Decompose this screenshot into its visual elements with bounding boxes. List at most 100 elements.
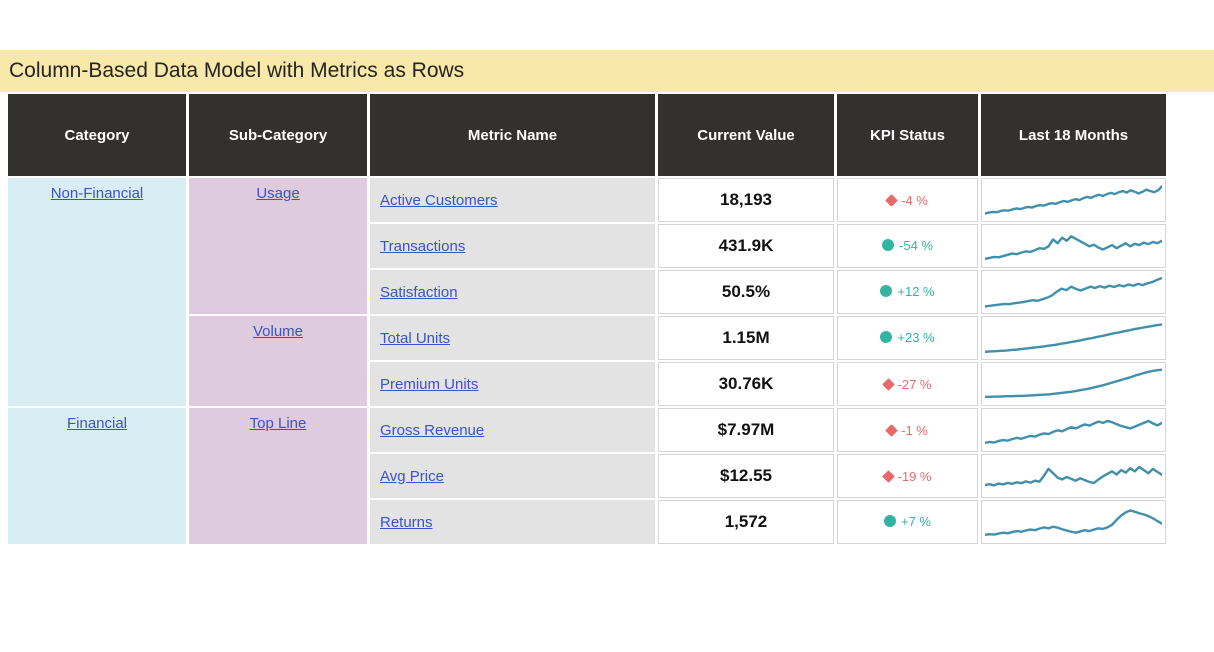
kpi-status: +12 % — [880, 283, 935, 299]
metric-cell: Returns — [370, 500, 655, 544]
sparkline-cell — [981, 316, 1166, 360]
metric-link[interactable]: Gross Revenue — [380, 421, 485, 439]
kpi-label: +12 % — [897, 283, 935, 299]
metric-cell: Satisfaction — [370, 270, 655, 314]
kpi-label: -27 % — [897, 376, 932, 392]
metric-cell: Avg Price — [370, 454, 655, 498]
kpi-cell: +23 % — [837, 316, 978, 360]
metric-link[interactable]: Returns — [380, 513, 433, 531]
metric-cell: Total Units — [370, 316, 655, 360]
sparkline — [985, 275, 1162, 309]
kpi-status: -19 % — [881, 468, 932, 484]
sparkline — [985, 505, 1162, 539]
table-row: Returns 1,572 +7 % — [8, 500, 1166, 544]
subcategory-link[interactable]: Volume — [252, 323, 304, 340]
category-link[interactable]: Non-Financial — [50, 185, 144, 202]
kpi-status: +7 % — [884, 514, 931, 529]
kpi-label: -19 % — [897, 468, 932, 484]
kpi-diamond-icon — [881, 377, 895, 391]
metric-cell: Active Customers — [370, 178, 655, 222]
table-row: Premium Units 30.76K -27 % — [8, 362, 1166, 406]
sparkline-cell — [981, 178, 1166, 222]
report-canvas: Column-Based Data Model with Metrics as … — [0, 50, 1214, 546]
kpi-status: -54 % — [882, 238, 933, 253]
value-cell: $12.55 — [658, 454, 834, 498]
table-body: Non-Financial Usage Active Customers 18,193… — [8, 178, 1166, 544]
table-row: Transactions 431.9K -54 % — [8, 224, 1166, 268]
sparkline-cell — [981, 408, 1166, 452]
sparkline — [985, 413, 1162, 447]
table-row: Avg Price $12.55 -19 % — [8, 454, 1166, 498]
category-link[interactable]: Financial — [66, 415, 128, 432]
sparkline — [985, 321, 1162, 355]
value-cell: 50.5% — [658, 270, 834, 314]
kpi-label: +7 % — [901, 513, 931, 529]
value-cell: 30.76K — [658, 362, 834, 406]
value-cell: 1,572 — [658, 500, 834, 544]
table-row: Volume Total Units 1.15M +23 % — [8, 316, 1166, 406]
sparkline — [985, 367, 1162, 401]
kpi-diamond-icon — [885, 193, 898, 207]
category-cell: Financial — [8, 408, 186, 544]
table-row: Satisfaction 50.5% +12 % — [8, 270, 1166, 314]
metric-link[interactable]: Transactions — [380, 237, 466, 255]
kpi-label: -54 % — [899, 237, 933, 253]
kpi-status: -1 % — [885, 422, 928, 438]
metric-cell: Gross Revenue — [370, 408, 655, 452]
column-header-metric-name: Metric Name — [370, 94, 655, 176]
subcategory-cell: Volume — [189, 316, 367, 406]
sparkline-cell — [981, 362, 1166, 406]
value-cell: 431.9K — [658, 224, 834, 268]
kpi-diamond-icon — [885, 423, 898, 437]
kpi-label: -4 % — [901, 192, 928, 208]
category-cell: Non-Financial — [8, 178, 186, 406]
kpi-circle-icon — [880, 285, 893, 298]
page-title: Column-Based Data Model with Metrics as … — [0, 50, 1214, 92]
kpi-cell: -54 % — [837, 224, 978, 268]
kpi-cell: -19 % — [837, 454, 978, 498]
kpi-circle-icon — [880, 331, 893, 344]
subcategory-link[interactable]: Usage — [256, 185, 300, 202]
table-header: Category Sub-Category Metric Name Curren… — [8, 94, 1166, 176]
sparkline — [985, 183, 1162, 217]
kpi-status: -4 % — [885, 192, 928, 208]
kpi-circle-icon — [884, 515, 896, 528]
kpi-label: -1 % — [901, 422, 928, 438]
sparkline-cell — [981, 454, 1166, 498]
subcategory-cell: Usage — [189, 178, 367, 314]
kpi-cell: -4 % — [837, 178, 978, 222]
value-cell: $7.97M — [658, 408, 834, 452]
table-row: Financial Top Line Gross Revenue $7.97M -1 % — [8, 408, 1166, 544]
column-header-subcategory: Sub-Category — [189, 94, 367, 176]
metric-link[interactable]: Active Customers — [380, 191, 498, 209]
kpi-circle-icon — [882, 239, 895, 252]
metric-link[interactable]: Premium Units — [380, 375, 479, 393]
sparkline — [985, 459, 1162, 493]
value-cell: 18,193 — [658, 178, 834, 222]
metric-cell: Transactions — [370, 224, 655, 268]
sparkline-cell — [981, 270, 1166, 314]
kpi-cell: -1 % — [837, 408, 978, 452]
kpi-cell: +7 % — [837, 500, 978, 544]
sparkline-cell — [981, 500, 1166, 544]
kpi-status: -27 % — [881, 376, 932, 392]
column-header-category: Category — [8, 94, 186, 176]
metrics-table: Category Sub-Category Metric Name Curren… — [5, 92, 1169, 546]
metric-link[interactable]: Total Units — [380, 329, 451, 347]
table-row: Non-Financial Usage Active Customers 18,193… — [8, 178, 1166, 406]
subcategory-cell: Top Line — [189, 408, 367, 544]
sparkline — [985, 229, 1162, 263]
kpi-diamond-icon — [881, 469, 895, 483]
metric-link[interactable]: Satisfaction — [380, 283, 458, 301]
subcategory-link[interactable]: Top Line — [249, 415, 307, 432]
column-header-last-18-months: Last 18 Months — [981, 94, 1166, 176]
column-header-current-value: Current Value — [658, 94, 834, 176]
kpi-cell: +12 % — [837, 270, 978, 314]
metric-link[interactable]: Avg Price — [380, 467, 444, 485]
value-cell: 1.15M — [658, 316, 834, 360]
kpi-status: +23 % — [880, 329, 935, 345]
column-header-kpi-status: KPI Status — [837, 94, 978, 176]
kpi-cell: -27 % — [837, 362, 978, 406]
kpi-label: +23 % — [897, 329, 935, 345]
sparkline-cell — [981, 224, 1166, 268]
